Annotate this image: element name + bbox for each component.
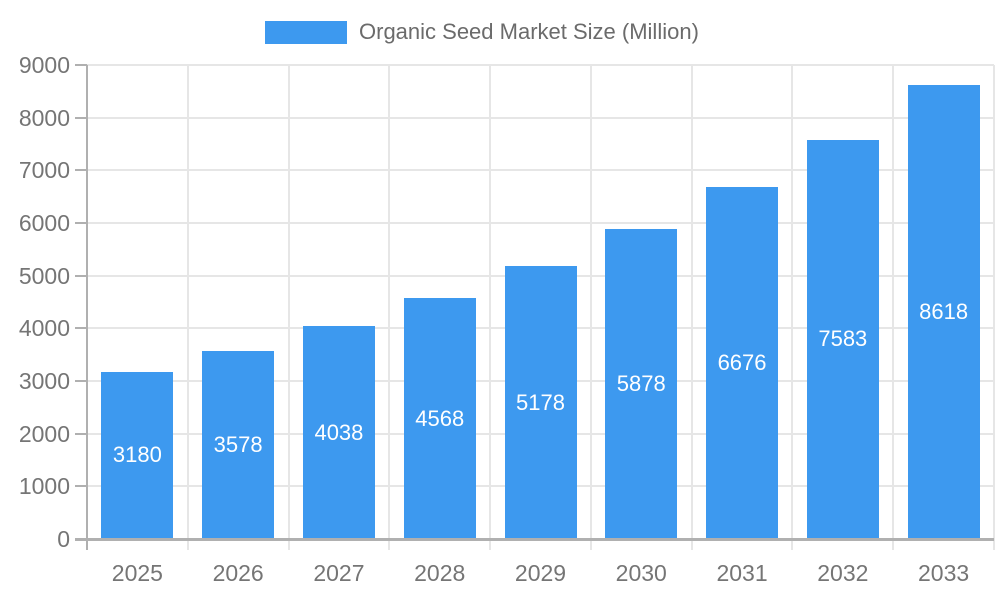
- y-axis-tick: [75, 485, 87, 488]
- y-axis-tick: [75, 64, 87, 66]
- x-axis-tick-label: 2029: [514, 560, 567, 586]
- bar-value-label: 5178: [516, 389, 565, 415]
- bar-2026: 3578: [202, 350, 275, 539]
- bar-2030: 5878: [605, 229, 678, 539]
- x-axis-tick-label: 2026: [212, 560, 264, 586]
- y-axis-tick: [75, 169, 87, 172]
- x-gridline: [186, 65, 189, 550]
- x-axis-tick-label: 2032: [817, 560, 869, 586]
- y-axis-tick: [75, 380, 87, 382]
- bar-value-label: 3180: [112, 442, 162, 468]
- y-axis-tick: [75, 327, 87, 330]
- x-gridline: [489, 65, 492, 550]
- bar-value-label: 3578: [213, 431, 263, 457]
- y-axis-tick-label: 0: [57, 526, 70, 552]
- y-axis-tick-label: 1000: [18, 473, 70, 500]
- x-gridline: [690, 65, 693, 550]
- y-axis-tick-label: 3000: [18, 368, 70, 394]
- x-gridline: [993, 65, 995, 550]
- y-axis-tick-label: 9000: [18, 52, 70, 78]
- y-axis-tick: [75, 222, 87, 224]
- x-gridline: [791, 65, 794, 550]
- bar-2025: 3180: [101, 371, 174, 539]
- bar-2027: 4038: [302, 326, 375, 539]
- y-axis-tick-label: 6000: [18, 210, 70, 236]
- bar-value-label: 4038: [314, 419, 364, 445]
- bar-2028: 4568: [403, 298, 476, 539]
- x-gridline: [287, 65, 290, 550]
- bar-value-label: 8618: [919, 299, 969, 325]
- x-gridline: [892, 65, 895, 550]
- y-axis-tick-label: 5000: [18, 262, 70, 289]
- legend-label: Organic Seed Market Size (Million): [359, 19, 699, 44]
- x-gridline: [589, 65, 592, 550]
- bar-2031: 6676: [706, 187, 779, 539]
- y-gridline: [87, 169, 994, 172]
- bar-2029: 5178: [504, 266, 577, 539]
- y-gridline: [87, 116, 994, 119]
- x-axis-tick-label: 2033: [918, 560, 970, 586]
- legend: Organic Seed Market Size (Million): [265, 18, 699, 46]
- y-axis-tick-label: 7000: [18, 157, 70, 184]
- x-axis-tick-label: 2025: [111, 560, 163, 586]
- y-axis-tick-label: 4000: [18, 315, 70, 342]
- y-axis-tick-label: 2000: [18, 420, 70, 447]
- y-axis-line: [86, 65, 88, 550]
- x-axis-tick-label: 2030: [615, 560, 667, 586]
- bar-value-label: 6676: [717, 350, 767, 376]
- bar-2032: 7583: [806, 139, 879, 539]
- y-gridline: [87, 222, 994, 224]
- legend-swatch: [265, 20, 347, 44]
- y-axis-tick: [75, 116, 87, 119]
- y-axis-tick-label: 8000: [18, 104, 70, 131]
- x-axis-line: [75, 538, 994, 541]
- x-axis-tick-label: 2031: [716, 560, 768, 586]
- x-axis-tick-label: 2027: [313, 560, 365, 586]
- y-gridline: [87, 64, 994, 66]
- bar-value-label: 4568: [415, 405, 465, 431]
- y-axis-tick: [75, 274, 87, 277]
- x-axis-tick-label: 2028: [414, 560, 466, 586]
- bar-value-label: 5878: [616, 371, 666, 397]
- x-gridline: [388, 65, 391, 550]
- bar-value-label: 7583: [818, 326, 868, 352]
- y-axis-tick: [75, 432, 87, 435]
- bar-2033: 8618: [907, 85, 980, 539]
